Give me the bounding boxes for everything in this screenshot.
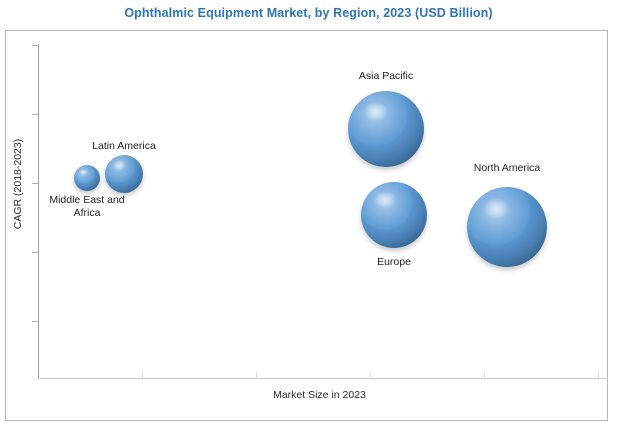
- bubble-label-latin-america: Latin America: [92, 140, 156, 152]
- bubble-north-america[interactable]: [467, 187, 547, 267]
- x-axis-title: Market Size in 2023: [273, 389, 366, 401]
- y-axis-tick: [32, 321, 38, 322]
- bubble-asia-pacific[interactable]: [348, 91, 424, 167]
- bubble-label-middle-east-and-africa-line2: Africa: [73, 207, 101, 219]
- y-axis-tick: [32, 45, 38, 46]
- x-axis-tick: [598, 372, 599, 378]
- y-axis-line: [38, 44, 39, 378]
- x-axis-line: [38, 378, 608, 379]
- y-axis-tick: [32, 183, 38, 184]
- y-axis-tick: [32, 252, 38, 253]
- y-axis-tick: [32, 114, 38, 115]
- x-axis-tick: [142, 372, 143, 378]
- y-axis-title: CAGR (2018-2023): [12, 138, 24, 230]
- bubble-label-europe: Europe: [377, 256, 411, 268]
- bubble-europe[interactable]: [361, 182, 427, 248]
- chart-title: Ophthalmic Equipment Market, by Region, …: [124, 6, 493, 20]
- bubble-label-north-america: North America: [473, 162, 541, 174]
- bubble-latin-america[interactable]: [105, 155, 143, 193]
- x-axis-tick: [370, 372, 371, 378]
- x-axis-tick: [256, 372, 257, 378]
- bubble-label-asia-pacific: Asia Pacific: [358, 70, 414, 82]
- bubble-label-middle-east-and-africa-line1: Middle East and: [49, 194, 125, 206]
- x-axis-tick: [484, 372, 485, 378]
- bubble-middle-east-and-africa[interactable]: [74, 165, 100, 191]
